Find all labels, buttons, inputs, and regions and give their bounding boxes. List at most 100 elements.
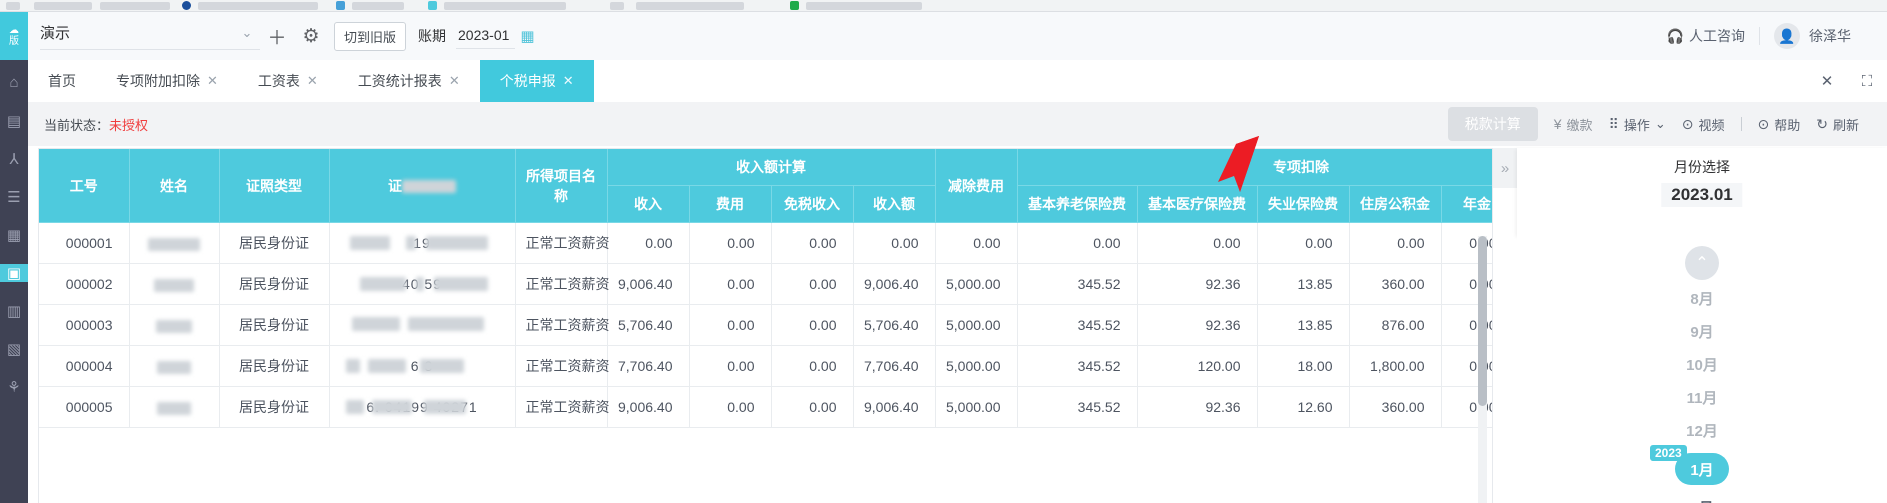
col-income-item[interactable]: 所得项目名称 [515,149,608,223]
rail-report-icon[interactable]: ▦ [6,227,22,244]
col-income[interactable]: 收入 [607,185,690,223]
col-pension[interactable]: 基本养老保险费 [1017,185,1138,223]
switch-old-version-button[interactable]: 切到旧版 [334,21,407,51]
year-badge: 2023 [1650,445,1687,461]
help-button[interactable]: ⊙ 帮助 [1758,115,1801,134]
cell-8: 9,006.40 [853,386,936,428]
month-item-2月[interactable]: 2月 [1517,491,1887,503]
col-id-number[interactable]: 证 [329,149,516,223]
cell-13: 0.00 [1349,222,1442,264]
support-button[interactable]: 🎧 人工咨询 [1667,26,1745,46]
calendar-icon[interactable]: ▦ [520,28,535,45]
cell-2: 居民身份证 [219,222,330,264]
current-period: 2023.01 [1661,183,1743,207]
rail-wallet-icon[interactable]: ▥ [6,303,22,320]
rail-tax-icon[interactable]: ▣ [0,264,28,282]
month-item-10月[interactable]: 10月 [1686,357,1718,374]
col-annuity[interactable]: 年金 [1441,185,1492,223]
close-icon[interactable]: ✕ [207,73,218,88]
tab-label: 专项附加扣除 [116,73,200,89]
tab-payroll[interactable]: 工资表 ✕ [238,60,338,102]
table-row[interactable]: 000005 居民身份证 6. 04199 40271 正常工资薪资 9,006.40 0… [39,386,1492,428]
tab-special-deduction[interactable]: 专项附加扣除 ✕ [96,60,238,102]
company-selector[interactable]: 演示 ⌄ [40,22,260,50]
col-deduct-fee[interactable]: 减除费用 [935,149,1018,223]
tab-home[interactable]: 首页 [28,60,96,102]
close-icon[interactable]: ✕ [306,73,318,88]
tax-declaration-table[interactable]: 工号 姓名 证照类型 证 所得项目名称 收入额计算 减除费用 专项扣除 收入 费… [38,148,1493,503]
table-row[interactable]: 000003 居民身份证 正常工资薪资 5,706.40 0.00 0.00 5,706.4… [39,304,1492,346]
close-icon[interactable]: ✕ [1820,73,1834,90]
table-group-header-row: 工号 姓名 证照类型 证 所得项目名称 收入额计算 减除费用 专项扣除 [39,149,1492,223]
col-income-amount[interactable]: 收入额 [853,185,936,223]
month-item-1月[interactable]: 2023 1月 [1517,445,1887,491]
table-vertical-scrollbar[interactable] [1478,236,1487,503]
rail-settings-icon[interactable]: ⚘ [7,379,21,396]
cell-11: 120.00 [1137,345,1258,387]
month-item-11月[interactable]: 11月 [1686,390,1718,407]
tab-payroll-report[interactable]: 工资统计报表 ✕ [338,60,480,102]
cell-7: 0.00 [771,386,854,428]
collapse-icon[interactable]: » [1493,148,1517,188]
rail-home-icon[interactable]: ⌂ [9,74,19,91]
question-circle-icon: ⊙ [1757,115,1770,132]
avatar[interactable]: 👤 [1774,23,1800,49]
maximize-icon[interactable]: ⛶ [1861,72,1873,90]
table-row[interactable]: 000001 居民身份证 19 正常工资薪资 0.00 0.00 0.00 0.00 0.00 0… [39,222,1492,264]
gear-icon[interactable]: ⚙ [302,25,320,47]
table-sub-header-row: 收入 费用 免税收入 收入额 基本养老保险费 基本医疗保险费 失业保险费 住房公… [39,185,1492,223]
operate-button[interactable]: ⠿ 操作 ⌄ [1609,115,1666,134]
close-icon[interactable]: ✕ [562,73,574,88]
month-item-9月[interactable]: 9月 [1690,324,1714,341]
col-tax-free-income[interactable]: 免税收入 [771,185,854,223]
pay-button[interactable]: ¥ 缴款 [1554,115,1593,134]
cell-name [129,222,220,264]
tab-label: 首页 [48,73,76,89]
rail-doc-icon[interactable]: ▤ [6,113,22,130]
cell-4: 正常工资薪资 [515,263,610,305]
cell-id-number: 19 [329,222,516,264]
refresh-button[interactable]: ↻ 刷新 [1816,115,1859,134]
cell-12: 13.85 [1257,263,1350,305]
col-medical[interactable]: 基本医疗保险费 [1137,185,1258,223]
col-id-type[interactable]: 证照类型 [219,149,330,223]
cell-12: 18.00 [1257,345,1350,387]
col-name[interactable]: 姓名 [129,149,220,223]
calc-tax-button[interactable]: 税款计算 [1447,107,1538,141]
month-item-8月[interactable]: 8月 [1690,291,1714,308]
rail-chart-icon[interactable]: ⅄ [9,151,19,168]
cloud-icon: ☁ [9,25,19,36]
tab-label: 工资统计报表 [357,73,442,89]
cell-2: 居民身份证 [219,386,330,428]
cell-7: 0.00 [771,345,854,387]
cell-9: 5,000.00 [935,263,1018,305]
cell-4: 正常工资薪资 [515,345,610,387]
month-list[interactable]: ⌃ 8月9月10月11月12月20231月2月3月 [1517,236,1887,503]
tab-tax-declaration[interactable]: 个税申报 ✕ [479,60,594,102]
period-value[interactable]: 2023-01 [456,24,516,49]
col-emp-no[interactable]: 工号 [39,149,130,223]
group-income-calc: 收入额计算 [607,149,936,186]
rail-logo[interactable]: ☁ 版 [0,12,28,60]
close-icon[interactable]: ✕ [448,73,460,88]
col-unemployment[interactable]: 失业保险费 [1257,185,1350,223]
table-head: 工号 姓名 证照类型 证 所得项目名称 收入额计算 减除费用 专项扣除 收入 费… [39,149,1492,223]
col-fee[interactable]: 费用 [689,185,772,223]
add-icon[interactable]: ＋ [267,27,287,49]
refresh-icon: ↻ [1816,115,1828,132]
cell-0: 000004 [39,345,130,387]
cell-id-number: 6. 04199 40271 [329,386,516,428]
video-button[interactable]: ⊙ 视频 [1682,115,1725,134]
rail-calc-icon[interactable]: ▧ [6,341,22,358]
cell-name [129,263,220,305]
status-text: 当前状态：未授权 [44,115,148,134]
scrollbar-thumb[interactable] [1478,236,1487,406]
scroll-up-icon[interactable]: ⌃ [1685,246,1719,280]
chevron-down-icon[interactable]: ⌄ [241,24,253,40]
rail-list-icon[interactable]: ☰ [7,189,21,206]
month-item-12月[interactable]: 12月 [1686,423,1718,440]
col-housing-fund[interactable]: 住房公积金 [1349,185,1442,223]
user-name[interactable]: 徐泽华 [1809,28,1851,44]
